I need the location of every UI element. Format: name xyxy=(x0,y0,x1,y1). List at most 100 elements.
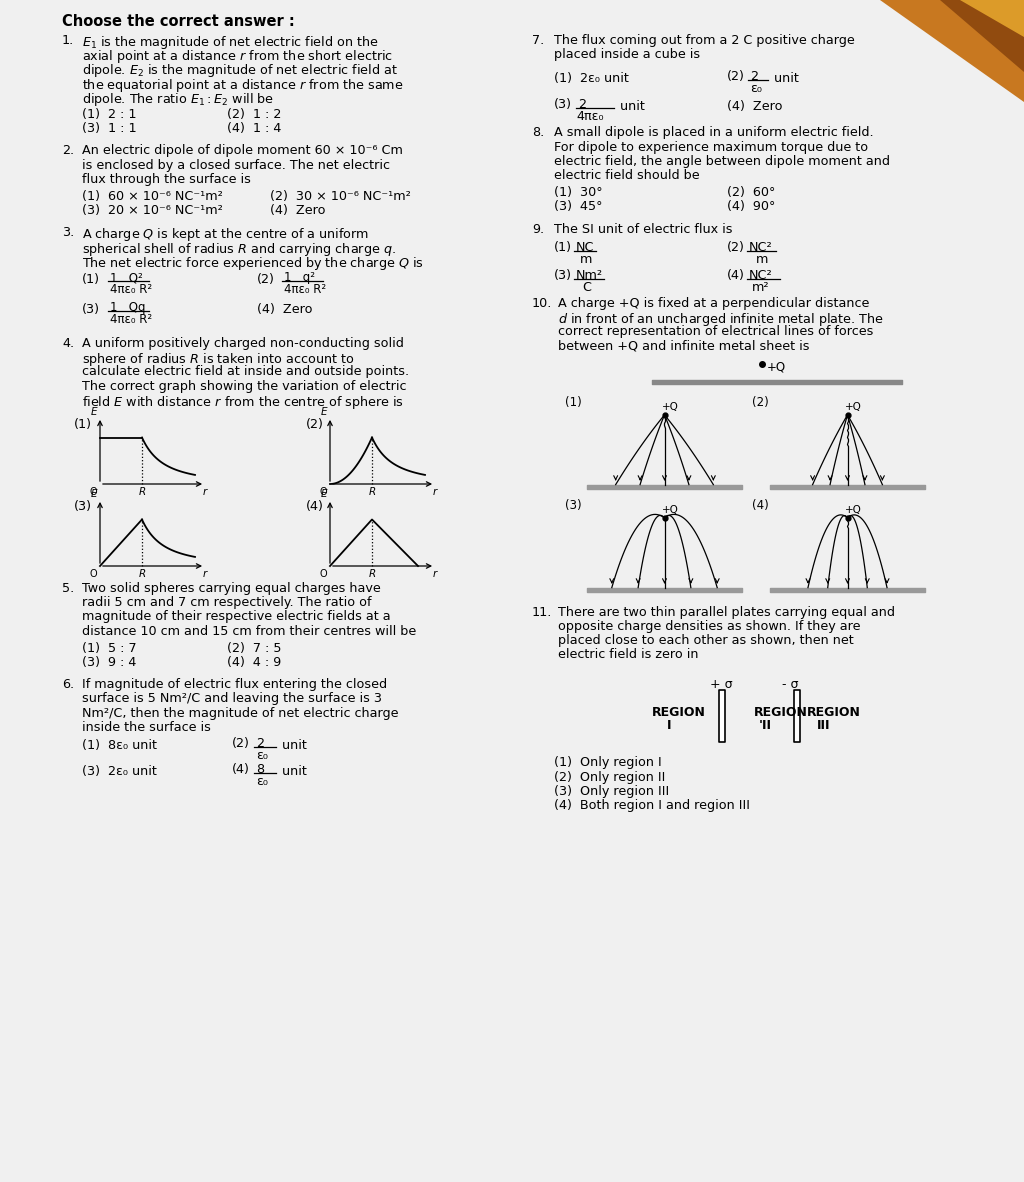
Text: flux through the surface is: flux through the surface is xyxy=(82,173,251,186)
Text: (4)  90°: (4) 90° xyxy=(727,201,775,214)
Text: (1): (1) xyxy=(82,273,100,286)
Polygon shape xyxy=(880,0,1024,102)
Text: 7.: 7. xyxy=(532,34,544,47)
Text: the equatorial point at a distance $r$ from the same: the equatorial point at a distance $r$ f… xyxy=(82,77,403,93)
Text: (2): (2) xyxy=(306,418,324,431)
Text: (4): (4) xyxy=(306,500,324,513)
Text: +Q: +Q xyxy=(845,505,861,515)
Text: A small dipole is placed in a uniform electric field.: A small dipole is placed in a uniform el… xyxy=(554,126,873,139)
Text: A uniform positively charged non-conducting solid: A uniform positively charged non-conduct… xyxy=(82,337,403,350)
Text: Choose the correct answer :: Choose the correct answer : xyxy=(62,14,295,30)
Text: Nm²: Nm² xyxy=(575,268,603,281)
Text: 1   Qq: 1 Qq xyxy=(110,301,145,314)
Text: NC²: NC² xyxy=(749,268,773,281)
Text: The SI unit of electric flux is: The SI unit of electric flux is xyxy=(554,222,732,235)
Text: A charge +Q is fixed at a perpendicular distance: A charge +Q is fixed at a perpendicular … xyxy=(558,297,869,310)
Text: (4)  4 : 9: (4) 4 : 9 xyxy=(227,656,282,669)
Text: (4)  Both region I and region III: (4) Both region I and region III xyxy=(554,799,750,812)
Text: For dipole to experience maximum torque due to: For dipole to experience maximum torque … xyxy=(554,141,868,154)
Text: r: r xyxy=(203,569,207,579)
Text: electric field should be: electric field should be xyxy=(554,169,699,182)
Text: (3)  2ε₀ unit: (3) 2ε₀ unit xyxy=(82,765,157,778)
Text: placed inside a cube is: placed inside a cube is xyxy=(554,48,700,61)
Text: REGION: REGION xyxy=(652,706,706,719)
Text: There are two thin parallel plates carrying equal and: There are two thin parallel plates carry… xyxy=(558,605,895,618)
Text: C: C xyxy=(582,281,591,294)
Text: (2)  7 : 5: (2) 7 : 5 xyxy=(227,642,282,655)
Text: (3): (3) xyxy=(82,303,100,316)
Text: 1   Q²: 1 Q² xyxy=(110,271,142,284)
Text: E: E xyxy=(90,407,97,417)
Text: $E_1$ is the magnitude of net electric field on the: $E_1$ is the magnitude of net electric f… xyxy=(82,34,379,51)
Text: magnitude of their respective electric fields at a: magnitude of their respective electric f… xyxy=(82,610,390,623)
Polygon shape xyxy=(961,0,1024,37)
Text: calculate electric field at inside and outside points.: calculate electric field at inside and o… xyxy=(82,365,410,378)
Text: + σ: + σ xyxy=(710,678,732,691)
Text: 2.: 2. xyxy=(62,144,74,157)
Text: (4)  Zero: (4) Zero xyxy=(257,303,312,316)
Text: E: E xyxy=(90,489,97,499)
Text: opposite charge densities as shown. If they are: opposite charge densities as shown. If t… xyxy=(558,619,860,632)
Text: (4)  Zero: (4) Zero xyxy=(270,204,326,217)
Text: electric field is zero in: electric field is zero in xyxy=(558,648,698,661)
Text: unit: unit xyxy=(278,739,307,752)
Text: unit: unit xyxy=(770,72,799,85)
Text: 8: 8 xyxy=(256,764,264,777)
Text: between +Q and infinite metal sheet is: between +Q and infinite metal sheet is xyxy=(558,339,810,352)
Text: Two solid spheres carrying equal charges have: Two solid spheres carrying equal charges… xyxy=(82,582,381,595)
Text: 2: 2 xyxy=(256,738,264,751)
Text: 9.: 9. xyxy=(532,222,544,235)
Text: If magnitude of electric flux entering the closed: If magnitude of electric flux entering t… xyxy=(82,678,387,691)
Text: placed close to each other as shown, then net: placed close to each other as shown, the… xyxy=(558,634,854,647)
Text: 1.: 1. xyxy=(62,34,75,47)
Text: REGION: REGION xyxy=(807,706,861,719)
Text: (3): (3) xyxy=(565,499,582,512)
Text: 6.: 6. xyxy=(62,678,74,691)
Text: R: R xyxy=(138,487,145,496)
Text: R: R xyxy=(138,569,145,579)
Text: 11.: 11. xyxy=(532,605,552,618)
Text: (2): (2) xyxy=(727,71,744,84)
Text: 8.: 8. xyxy=(532,126,544,139)
Text: (1)  2ε₀ unit: (1) 2ε₀ unit xyxy=(554,72,629,85)
Text: dipole. $E_2$ is the magnitude of net electric field at: dipole. $E_2$ is the magnitude of net el… xyxy=(82,63,398,79)
Text: electric field, the angle between dipole moment and: electric field, the angle between dipole… xyxy=(554,155,890,168)
Text: 2: 2 xyxy=(750,71,758,84)
Text: 10.: 10. xyxy=(532,297,552,310)
Text: correct representation of electrical lines of forces: correct representation of electrical lin… xyxy=(558,325,873,338)
Text: (1)  60 × 10⁻⁶ NC⁻¹m²: (1) 60 × 10⁻⁶ NC⁻¹m² xyxy=(82,190,223,203)
Text: (3)  Only region III: (3) Only region III xyxy=(554,785,670,798)
Text: (1): (1) xyxy=(554,241,572,254)
Text: 5.: 5. xyxy=(62,582,75,595)
Text: spherical shell of radius $R$ and carrying charge $q$.: spherical shell of radius $R$ and carryi… xyxy=(82,241,396,258)
Text: inside the surface is: inside the surface is xyxy=(82,721,211,734)
Text: (3)  1 : 1: (3) 1 : 1 xyxy=(82,122,136,135)
Text: The net electric force experienced by the charge $Q$ is: The net electric force experienced by th… xyxy=(82,255,424,272)
Text: NC²: NC² xyxy=(749,241,773,254)
Text: (2): (2) xyxy=(752,396,769,409)
Text: (3)  9 : 4: (3) 9 : 4 xyxy=(82,656,136,669)
Text: unit: unit xyxy=(278,765,307,778)
Text: +Q: +Q xyxy=(845,402,861,411)
Text: (4): (4) xyxy=(752,499,769,512)
Text: (2)  30 × 10⁻⁶ NC⁻¹m²: (2) 30 × 10⁻⁶ NC⁻¹m² xyxy=(270,190,411,203)
Text: radii 5 cm and 7 cm respectively. The ratio of: radii 5 cm and 7 cm respectively. The ra… xyxy=(82,596,372,609)
Text: (3): (3) xyxy=(554,98,572,111)
Text: +Q: +Q xyxy=(662,402,678,411)
Text: 4πε₀: 4πε₀ xyxy=(575,110,603,123)
Text: An electric dipole of dipole moment 60 × 10⁻⁶ Cm: An electric dipole of dipole moment 60 ×… xyxy=(82,144,402,157)
Text: (2)  1 : 2: (2) 1 : 2 xyxy=(227,108,282,121)
Text: E: E xyxy=(321,407,327,417)
Text: m: m xyxy=(580,253,592,266)
Text: unit: unit xyxy=(616,100,645,113)
Text: III: III xyxy=(817,719,830,732)
Text: O: O xyxy=(89,487,97,496)
Text: 'II: 'II xyxy=(759,719,772,732)
Text: E: E xyxy=(321,489,327,499)
Text: R: R xyxy=(369,487,376,496)
Text: ε₀: ε₀ xyxy=(256,775,268,788)
Text: 1   q²: 1 q² xyxy=(284,271,315,284)
Text: (3): (3) xyxy=(554,268,572,281)
Text: 2: 2 xyxy=(578,98,586,111)
Text: (3)  20 × 10⁻⁶ NC⁻¹m²: (3) 20 × 10⁻⁶ NC⁻¹m² xyxy=(82,204,223,217)
